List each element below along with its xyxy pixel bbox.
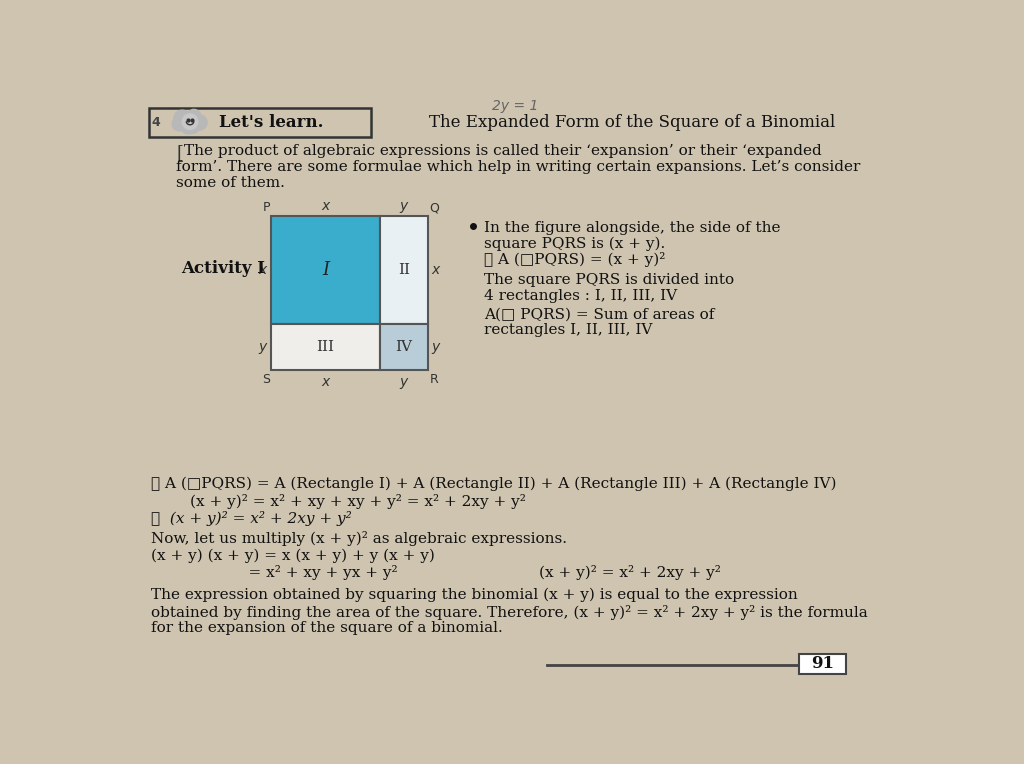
Circle shape	[174, 110, 190, 127]
Bar	[271, 324, 380, 371]
Text: The square PQRS is divided into: The square PQRS is divided into	[483, 274, 734, 287]
Text: Let's learn.: Let's learn.	[219, 114, 324, 131]
Text: In the figure alongside, the side of the: In the figure alongside, the side of the	[483, 221, 780, 235]
Text: 91: 91	[811, 656, 834, 672]
Text: (x + y) (x + y) = x (x + y) + y (x + y): (x + y) (x + y) = x (x + y) + y (x + y)	[152, 549, 435, 562]
Text: IV: IV	[395, 340, 413, 354]
Text: ∴  (x + y)² = x² + 2xy + y²: ∴ (x + y)² = x² + 2xy + y²	[152, 510, 352, 526]
Circle shape	[182, 114, 198, 129]
Circle shape	[187, 121, 200, 133]
Text: The expression obtained by squaring the binomial (x + y) is equal to the express: The expression obtained by squaring the …	[152, 588, 798, 602]
Text: form’. There are some formulae which help in writing certain expansions. Let’s c: form’. There are some formulae which hel…	[176, 160, 860, 174]
Text: obtained by finding the area of the square. Therefore, (x + y)² = x² + 2xy + y² : obtained by finding the area of the squa…	[152, 604, 868, 620]
Text: Now, let us multiply (x + y)² as algebraic expressions.: Now, let us multiply (x + y)² as algebra…	[152, 531, 567, 546]
Bar	[380, 216, 428, 324]
Circle shape	[187, 109, 201, 123]
Text: (x + y)² = x² + 2xy + y²: (x + y)² = x² + 2xy + y²	[539, 565, 721, 580]
Text: Activity I: Activity I	[180, 261, 264, 277]
Text: x: x	[322, 199, 330, 212]
Text: y: y	[431, 340, 439, 354]
Text: y: y	[258, 340, 266, 354]
Text: II: II	[398, 264, 410, 277]
Text: The Expanded Form of the Square of a Binomial: The Expanded Form of the Square of a Bin…	[429, 114, 835, 131]
Text: (x + y)² = x² + xy + xy + y² = x² + 2xy + y²: (x + y)² = x² + xy + xy + y² = x² + 2xy …	[152, 494, 526, 509]
Text: for the expansion of the square of a binomial.: for the expansion of the square of a bin…	[152, 621, 503, 636]
Text: 4: 4	[152, 116, 161, 129]
Text: R: R	[429, 373, 438, 386]
Text: x: x	[258, 264, 266, 277]
Text: rectangles I, II, III, IV: rectangles I, II, III, IV	[483, 322, 652, 337]
FancyBboxPatch shape	[148, 108, 372, 137]
Bar	[380, 324, 428, 371]
Text: The product of algebraic expressions is called their ‘expansion’ or their ‘expan: The product of algebraic expressions is …	[183, 144, 821, 158]
Text: [: [	[176, 144, 183, 162]
Bar	[799, 654, 846, 674]
Text: = x² + xy + yx + y²: = x² + xy + yx + y²	[152, 565, 398, 580]
Circle shape	[191, 115, 207, 130]
Text: x: x	[322, 375, 330, 389]
Text: square PQRS is (x + y).: square PQRS is (x + y).	[483, 236, 665, 251]
Text: x: x	[431, 264, 439, 277]
Text: 2y = 1: 2y = 1	[493, 99, 539, 113]
Text: S: S	[262, 373, 270, 386]
Text: P: P	[262, 201, 270, 214]
Circle shape	[180, 118, 197, 134]
Text: ∴ A (□PQRS) = (x + y)²: ∴ A (□PQRS) = (x + y)²	[483, 252, 666, 267]
Bar	[271, 216, 380, 324]
Text: y: y	[399, 375, 408, 389]
Text: III: III	[316, 340, 335, 354]
Text: A(□ PQRS) = Sum of areas of: A(□ PQRS) = Sum of areas of	[483, 307, 714, 322]
Circle shape	[172, 117, 186, 131]
Text: some of them.: some of them.	[176, 176, 285, 190]
Text: ∴ A (□PQRS) = A (Rectangle I) + A (Rectangle II) + A (Rectangle III) + A (Rectan: ∴ A (□PQRS) = A (Rectangle I) + A (Recta…	[152, 477, 837, 491]
Text: 4 rectangles : I, II, III, IV: 4 rectangles : I, II, III, IV	[483, 289, 677, 303]
Text: Q: Q	[429, 201, 439, 214]
Text: y: y	[399, 199, 408, 212]
Text: I: I	[323, 261, 329, 280]
